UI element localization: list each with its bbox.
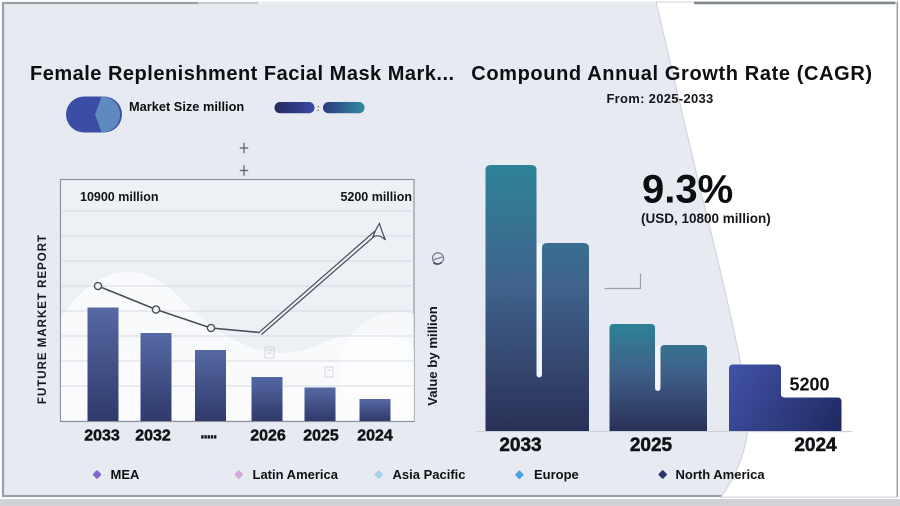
svg-text:Female Replenishment Facial Ma: Female Replenishment Facial Mask Mark... bbox=[30, 63, 455, 85]
svg-text:Market Size million: Market Size million bbox=[129, 99, 244, 114]
svg-text:Europe: Europe bbox=[534, 467, 579, 482]
svg-text:5200 million: 5200 million bbox=[340, 190, 412, 204]
svg-text:Value by million: Value by million bbox=[425, 306, 440, 406]
svg-text:MEA: MEA bbox=[111, 467, 141, 482]
svg-text:2024: 2024 bbox=[794, 435, 837, 456]
svg-text:5200: 5200 bbox=[790, 375, 830, 395]
svg-text:2033: 2033 bbox=[499, 435, 541, 456]
svg-text:2033: 2033 bbox=[84, 428, 120, 445]
svg-text:Asia Pacific: Asia Pacific bbox=[393, 467, 466, 482]
svg-text:(USD, 10800 million): (USD, 10800 million) bbox=[641, 211, 771, 226]
svg-text::: : bbox=[317, 103, 320, 113]
svg-text:2026: 2026 bbox=[250, 428, 286, 445]
svg-text:Latin America: Latin America bbox=[253, 467, 339, 482]
svg-text:2024: 2024 bbox=[357, 428, 393, 445]
svg-text:Compound Annual Growth Rate (C: Compound Annual Growth Rate (CAGR) bbox=[471, 63, 872, 85]
svg-text:9.3%: 9.3% bbox=[642, 168, 733, 212]
svg-text:2025: 2025 bbox=[303, 428, 339, 445]
svg-text:North America: North America bbox=[676, 467, 766, 482]
svg-text:2025: 2025 bbox=[630, 435, 673, 456]
svg-text:2032: 2032 bbox=[135, 428, 171, 445]
svg-text:From: 2025-2033: From: 2025-2033 bbox=[606, 91, 713, 106]
svg-text:FUTURE MARKET REPORT: FUTURE MARKET REPORT bbox=[37, 234, 49, 404]
svg-text:10900 million: 10900 million bbox=[80, 190, 159, 204]
